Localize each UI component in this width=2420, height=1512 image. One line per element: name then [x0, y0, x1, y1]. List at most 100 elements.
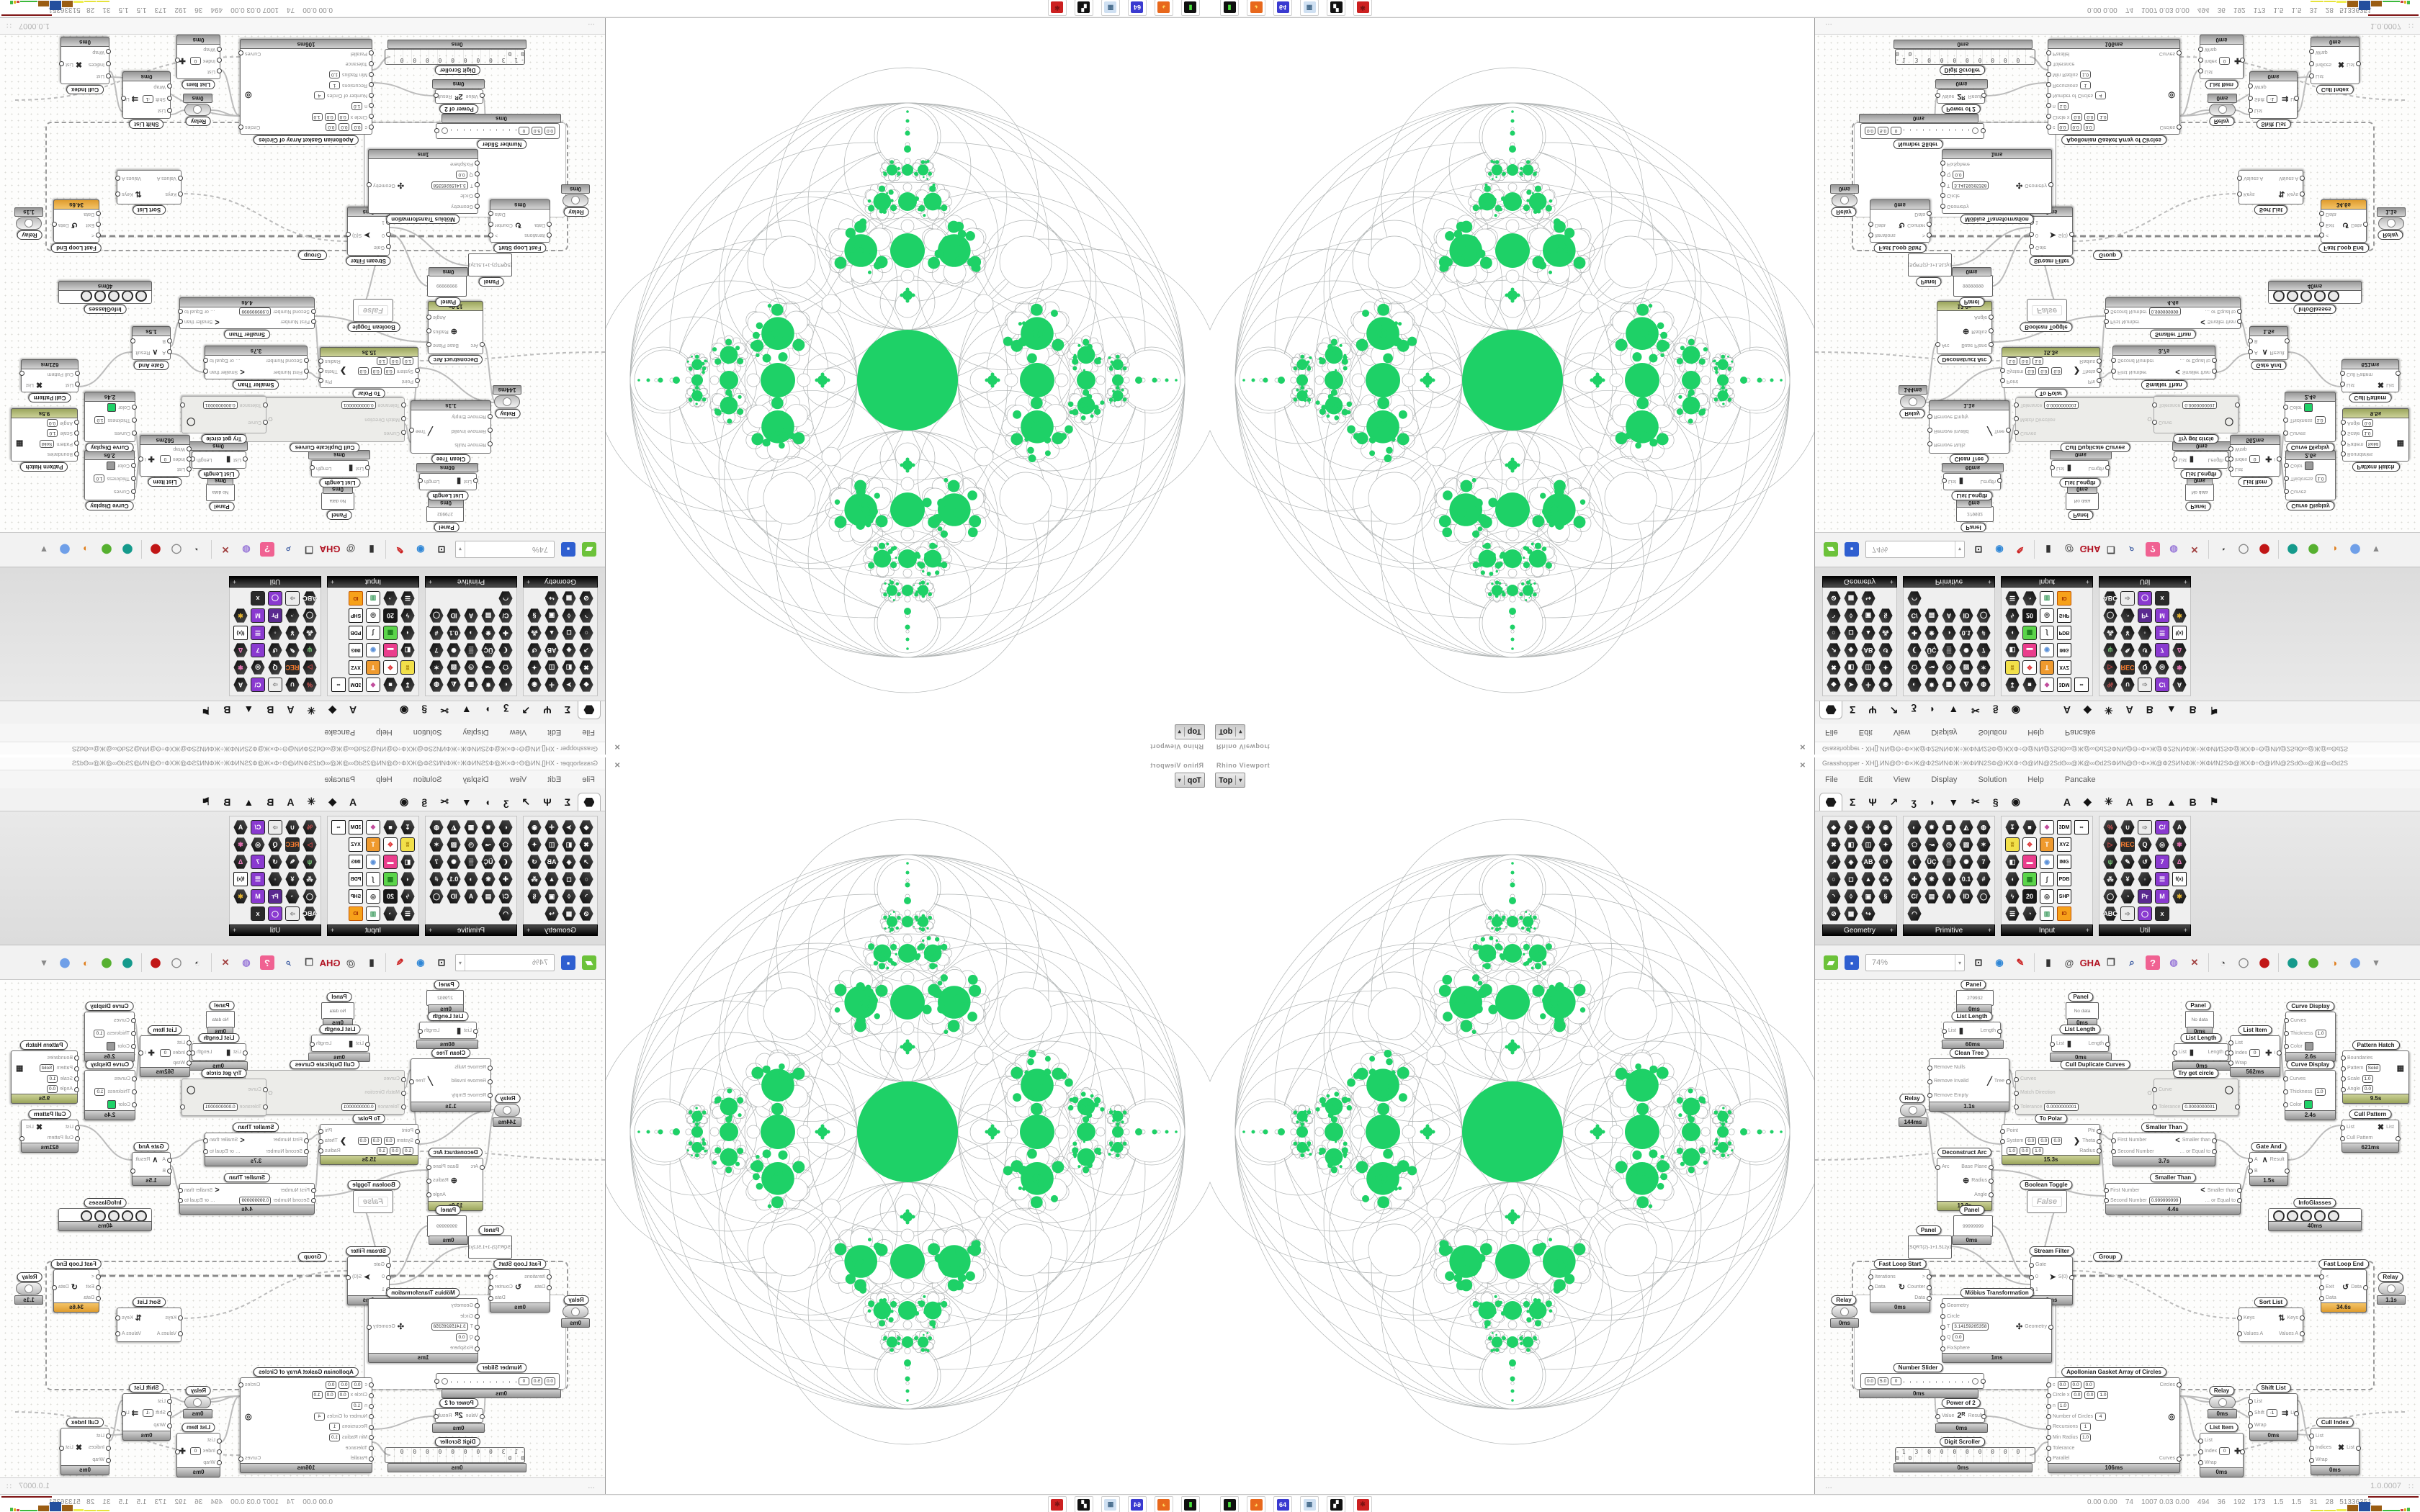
output-port[interactable] — [2177, 1456, 2182, 1462]
tab-13[interactable]: ✳ — [2104, 705, 2113, 716]
digit-scroller-node[interactable]: -1 3 0 0 0 0 0 0 0 0 0 0 — [1895, 49, 2035, 65]
value-chip[interactable]: 0.0 — [2025, 1136, 2037, 1145]
component-curve-display[interactable]: Curves Thickness 1.0 Color 2.6s — [84, 1012, 136, 1062]
tab-7[interactable]: ✂ — [1971, 705, 1980, 716]
input-port[interactable] — [2046, 1435, 2051, 1441]
input-port[interactable] — [304, 1149, 309, 1155]
palette-icon[interactable]: Q — [268, 837, 282, 852]
input-port[interactable] — [2309, 1446, 2314, 1451]
component-gate-and[interactable]: A ∧ Result B 1.5s — [2248, 326, 2290, 360]
relay-node[interactable] — [563, 1305, 588, 1318]
taskbar-app-photo[interactable]: ▞ — [1075, 1496, 1093, 1512]
palette-icon[interactable]: ↧ — [400, 820, 415, 834]
tab-3[interactable]: ↗ — [521, 705, 531, 716]
input-port[interactable] — [311, 1188, 316, 1193]
hints-button[interactable]: ◍ — [242, 544, 251, 555]
tab-17[interactable]: B — [223, 704, 231, 716]
output-port[interactable] — [434, 1414, 439, 1419]
palette-icon[interactable]: A — [2172, 678, 2187, 692]
component-m-bius-transformation[interactable]: Geometry Circle T 3.14159265358 ✣ Geometry Q 0.… — [367, 149, 480, 214]
palette-icon[interactable]: ✚ — [498, 872, 513, 886]
component-list-length[interactable]: List ▮ Length — [418, 473, 478, 490]
palette-icon[interactable]: ▒ — [464, 855, 478, 869]
output-port[interactable] — [121, 96, 126, 101]
menu-item-help[interactable]: Help — [376, 728, 393, 737]
palette-icon[interactable]: f(x) — [233, 872, 248, 886]
number-slider-node[interactable]: 0.0 5.0 0 — [1860, 123, 1986, 139]
only-draw-button[interactable]: ⬤ — [122, 544, 133, 555]
value-chip[interactable]: 0.0 — [326, 1380, 337, 1389]
preview-button[interactable]: ◉ — [416, 544, 425, 555]
input-port[interactable] — [263, 402, 268, 408]
input-port[interactable] — [475, 1346, 480, 1351]
component-list-item[interactable]: List Index 0 ✚ i Wrap 562ms — [138, 435, 192, 477]
input-port[interactable] — [2340, 1125, 2345, 1130]
value-chip[interactable]: 0.0000000001 — [2044, 401, 2079, 410]
value-chip[interactable]: 1.0 — [47, 1074, 58, 1083]
output-port[interactable] — [2177, 50, 2182, 56]
value-chip[interactable]: 0.0 — [2025, 367, 2037, 376]
tab-15[interactable]: B — [2146, 704, 2154, 716]
menu-item-file[interactable]: File — [1825, 775, 1838, 784]
input-port[interactable] — [187, 1061, 192, 1066]
palette-icon[interactable]: ◐ — [1907, 678, 1922, 692]
value-chip[interactable]: 0.0 — [2083, 123, 2094, 132]
input-port[interactable] — [2046, 1414, 2051, 1420]
palette-icon[interactable]: ▤ — [481, 889, 496, 904]
palette-icon[interactable]: ◫ — [1861, 837, 1876, 852]
input-port[interactable] — [178, 176, 183, 181]
input-port[interactable] — [167, 1399, 172, 1405]
output-port[interactable] — [1927, 1285, 1932, 1290]
output-port[interactable] — [2177, 1382, 2182, 1388]
taskbar-app-tool-red[interactable]: ✱ — [1048, 0, 1067, 16]
input-port[interactable] — [2341, 1056, 2346, 1061]
component-curve-display[interactable]: Curves Thickness 1.0 Color 2.6s — [84, 450, 136, 500]
palette-icon[interactable]: T — [2040, 660, 2054, 675]
digit-scroller-node[interactable]: -1 3 0 0 0 0 0 0 0 0 0 0 — [1895, 1447, 2035, 1463]
slider-value[interactable]: 0.0 — [544, 127, 555, 135]
palette-icon[interactable]: ✾ — [233, 837, 248, 852]
palette-icon[interactable]: ◈ — [1844, 855, 1858, 869]
input-port[interactable] — [2283, 1076, 2288, 1081]
component-to-polar[interactable]: Point Phi System 0.0 0.0 0.0 ❯ Theta 1.0 0.0 1.0 Ra… — [2000, 347, 2102, 388]
palette-icon[interactable]: ◆ — [1827, 820, 1841, 834]
infoglasses-button[interactable] — [122, 1210, 133, 1222]
value-chip[interactable]: 0.0 — [337, 1391, 349, 1400]
infoglasses-button[interactable] — [2300, 1210, 2312, 1222]
input-port[interactable] — [217, 58, 222, 63]
palette-icon[interactable]: ☰ — [2155, 872, 2169, 886]
sketch-button[interactable]: ✎ — [395, 957, 404, 968]
palette-icon[interactable]: ◎ — [2155, 660, 2169, 675]
palette-icon[interactable]: ◔ — [383, 906, 398, 921]
preview-button[interactable]: ◉ — [1995, 957, 2004, 968]
input-port[interactable] — [131, 489, 136, 494]
preview-shaded-button[interactable]: ⬤ — [2259, 544, 2270, 555]
output-port[interactable] — [2277, 456, 2282, 462]
palette-icon[interactable]: ▦ — [1942, 820, 1956, 834]
window-button[interactable]: ❒ — [2107, 957, 2115, 968]
palette-icon[interactable]: 7 — [429, 643, 444, 657]
palette-icon[interactable]: ↝ — [1924, 660, 1939, 675]
palette-icon[interactable]: ■ — [383, 820, 398, 834]
tab-16[interactable]: ▲ — [2166, 704, 2177, 716]
palette-icon[interactable]: REC — [2120, 837, 2135, 852]
input-port[interactable] — [2046, 71, 2051, 77]
input-port[interactable] — [178, 1315, 183, 1320]
palette-icon[interactable]: 0.1 — [1959, 626, 1973, 640]
output-port[interactable] — [2240, 1449, 2245, 1454]
value-chip[interactable]: 1.0 — [311, 112, 323, 121]
input-port[interactable] — [369, 103, 374, 109]
value-chip[interactable]: 0 — [2219, 1447, 2231, 1456]
value-chip[interactable]: 0.0 — [324, 1391, 336, 1400]
output-port[interactable] — [1927, 232, 1932, 238]
palette-icon[interactable]: SHP — [2057, 608, 2071, 623]
expand-icon[interactable]: + — [233, 927, 237, 934]
panel-node[interactable]: 279932 — [1956, 990, 1994, 1006]
infoglasses-button[interactable] — [135, 290, 147, 302]
value-chip[interactable]: 0 — [159, 1048, 171, 1057]
palette-icon[interactable]: 0.1 — [1959, 872, 1973, 886]
bake-button[interactable]: ▮ — [369, 957, 375, 968]
output-port[interactable] — [2069, 1275, 2074, 1280]
color-swatch[interactable] — [107, 1100, 117, 1109]
